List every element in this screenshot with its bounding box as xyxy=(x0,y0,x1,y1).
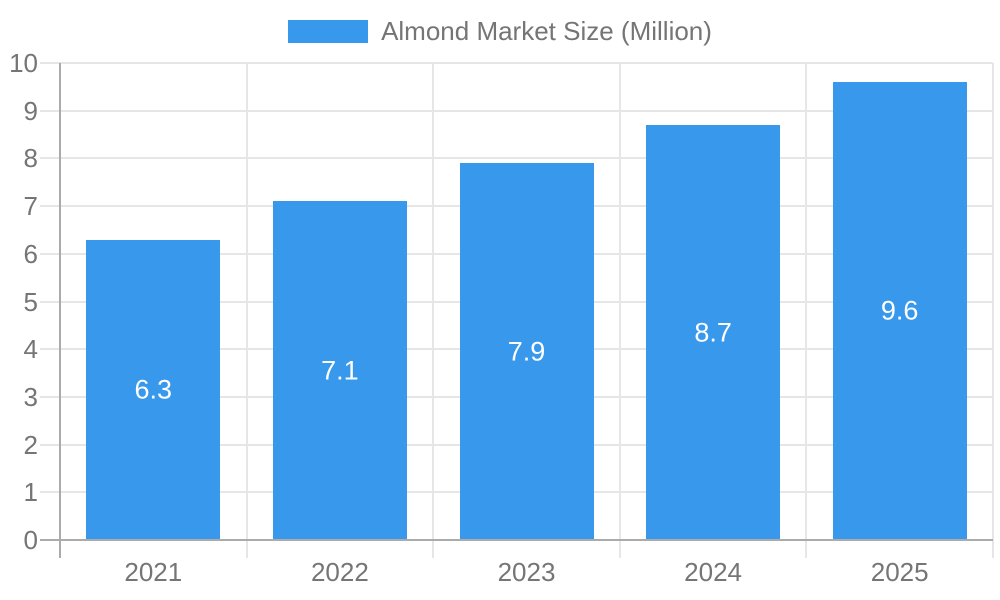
bar-2025[interactable]: 9.6 xyxy=(832,82,967,540)
y-tick-label: 8 xyxy=(23,143,38,174)
bar-2024[interactable]: 8.7 xyxy=(646,125,781,540)
x-tick-label: 2025 xyxy=(870,557,929,587)
x-tick-label: 2024 xyxy=(684,557,743,587)
y-tick-label: 3 xyxy=(23,381,38,412)
legend-swatch xyxy=(288,19,369,43)
y-tick-label: 2 xyxy=(23,429,38,460)
y-axis-line xyxy=(59,63,61,558)
bar-value-label: 9.6 xyxy=(880,295,919,326)
v-gridline xyxy=(432,63,435,558)
x-tick-label: 2023 xyxy=(497,557,556,587)
bar-value-label: 7.9 xyxy=(507,336,546,367)
bar-2022[interactable]: 7.1 xyxy=(272,201,407,540)
bar-value-label: 7.1 xyxy=(321,355,359,386)
bar-value-label: 6.3 xyxy=(134,374,173,405)
y-tick-label: 6 xyxy=(23,238,38,269)
x-axis-baseline xyxy=(40,539,993,541)
v-gridline xyxy=(992,63,994,558)
bar-2021[interactable]: 6.3 xyxy=(86,239,221,540)
y-tick-label: 10 xyxy=(9,48,38,78)
legend[interactable]: Almond Market Size (Million) xyxy=(0,17,1000,45)
y-tick-label: 4 xyxy=(23,334,38,365)
y-tick-label: 5 xyxy=(23,286,38,317)
x-tick-label: 2022 xyxy=(310,557,369,587)
y-tick-label: 1 xyxy=(23,477,38,508)
v-gridline xyxy=(618,63,621,558)
y-tick-label: 0 xyxy=(23,525,38,555)
y-tick-label: 9 xyxy=(23,95,38,126)
bar-value-label: 8.7 xyxy=(694,317,732,347)
h-gridline xyxy=(40,62,993,64)
v-gridline xyxy=(245,63,248,558)
legend-label: Almond Market Size (Million) xyxy=(381,16,712,46)
x-tick-label: 2021 xyxy=(124,557,183,587)
bar-2023[interactable]: 7.9 xyxy=(459,163,594,540)
plot-area: 6.3 7.1 7.9 8.7 9.6 xyxy=(40,62,994,558)
h-gridline xyxy=(40,157,993,160)
v-gridline xyxy=(805,63,808,558)
y-tick-label: 7 xyxy=(23,191,38,222)
h-gridline xyxy=(40,109,993,112)
